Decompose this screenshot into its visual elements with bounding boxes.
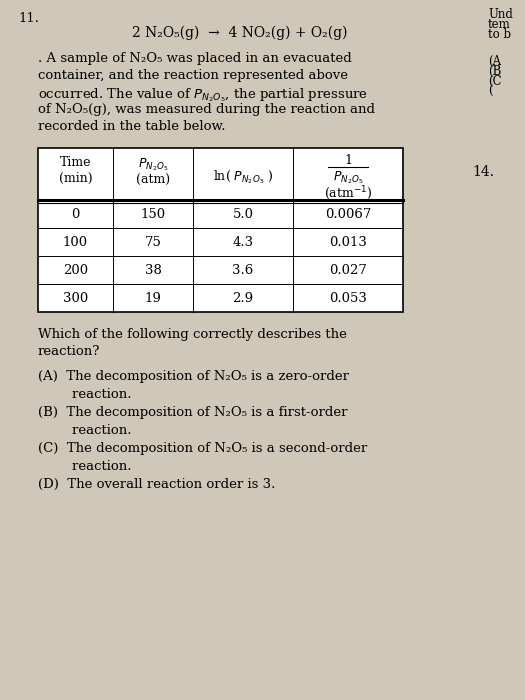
Text: recorded in the table below.: recorded in the table below. (38, 120, 226, 133)
Text: (atm): (atm) (136, 174, 170, 187)
Text: Und: Und (488, 8, 513, 21)
Text: reaction?: reaction? (38, 345, 100, 358)
Text: container, and the reaction represented above: container, and the reaction represented … (38, 69, 348, 82)
Text: (A: (A (488, 55, 501, 68)
Text: (: ( (488, 85, 492, 98)
Text: 0.0067: 0.0067 (325, 207, 371, 220)
Text: $P_{N_2O_5}$: $P_{N_2O_5}$ (138, 156, 168, 173)
Text: (A)  The decomposition of N₂O₅ is a zero-order: (A) The decomposition of N₂O₅ is a zero-… (38, 370, 349, 383)
Text: 3.6: 3.6 (233, 263, 254, 276)
Text: 2 N₂O₅(g)  →  4 NO₂(g) + O₂(g): 2 N₂O₅(g) → 4 NO₂(g) + O₂(g) (132, 26, 348, 41)
Text: (min): (min) (59, 172, 92, 185)
Text: . A sample of N₂O₅ was placed in an evacuated: . A sample of N₂O₅ was placed in an evac… (38, 52, 352, 65)
Text: of N₂O₅(g), was measured during the reaction and: of N₂O₅(g), was measured during the reac… (38, 103, 375, 116)
Text: 150: 150 (141, 207, 165, 220)
Text: 14.: 14. (472, 165, 494, 179)
Text: reaction.: reaction. (38, 460, 131, 473)
Text: to b: to b (488, 28, 511, 41)
Text: 0.027: 0.027 (329, 263, 367, 276)
Text: 100: 100 (63, 235, 88, 248)
Bar (38, 148, 403, 312)
Text: 300: 300 (63, 291, 88, 304)
Text: ln( $P_{N_2O_5}$ ): ln( $P_{N_2O_5}$ ) (213, 168, 273, 186)
Text: reaction.: reaction. (38, 424, 131, 437)
Text: 11.: 11. (18, 12, 39, 25)
Text: 0: 0 (71, 207, 80, 220)
Text: tem: tem (488, 18, 511, 31)
Text: occurred. The value of $P_{N_2O_5}$, the partial pressure: occurred. The value of $P_{N_2O_5}$, the… (38, 86, 368, 104)
Text: (B: (B (488, 65, 501, 78)
Text: 75: 75 (144, 235, 162, 248)
Text: (C: (C (488, 75, 501, 88)
Text: 0.053: 0.053 (329, 291, 367, 304)
Text: (D)  The overall reaction order is 3.: (D) The overall reaction order is 3. (38, 478, 276, 491)
Text: 0.013: 0.013 (329, 235, 367, 248)
Text: Time: Time (60, 156, 91, 169)
Text: (C)  The decomposition of N₂O₅ is a second-order: (C) The decomposition of N₂O₅ is a secon… (38, 442, 368, 455)
Text: 4.3: 4.3 (233, 235, 254, 248)
Text: 5.0: 5.0 (233, 207, 254, 220)
Text: $P_{N_2O_5}$: $P_{N_2O_5}$ (333, 169, 363, 186)
Text: 2.9: 2.9 (233, 291, 254, 304)
Text: Which of the following correctly describes the: Which of the following correctly describ… (38, 328, 347, 341)
Text: reaction.: reaction. (38, 388, 131, 401)
Text: 38: 38 (144, 263, 162, 276)
Text: (atm$^{-1}$): (atm$^{-1}$) (324, 184, 372, 202)
Text: 200: 200 (63, 263, 88, 276)
Text: (B)  The decomposition of N₂O₅ is a first-order: (B) The decomposition of N₂O₅ is a first… (38, 406, 348, 419)
Text: 19: 19 (144, 291, 162, 304)
Text: 1: 1 (344, 154, 352, 167)
